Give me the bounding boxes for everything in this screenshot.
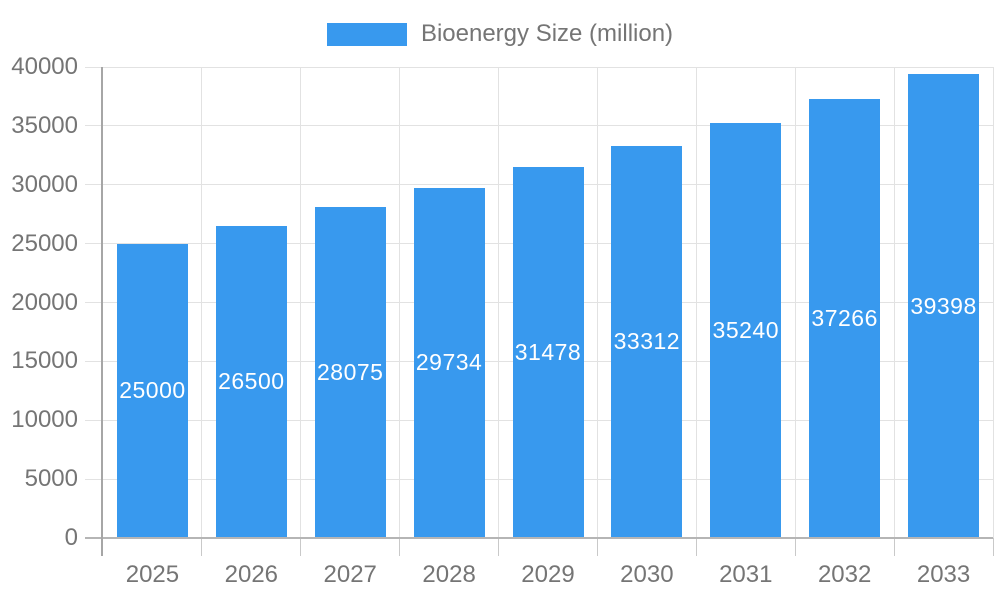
bar[interactable]: 39398 [908,74,980,538]
x-tick [893,538,895,556]
bar[interactable]: 29734 [413,187,485,538]
v-gridline [399,67,401,538]
bar[interactable]: 25000 [116,243,188,538]
x-axis-label: 2030 [620,561,674,588]
bar-value-label: 25000 [119,377,186,404]
legend-swatch [326,22,407,46]
x-tick [596,538,598,556]
x-axis-label: 2033 [916,561,971,588]
x-tick [992,538,994,556]
y-axis-label: 0 [64,524,78,551]
legend-label: Bioenergy Size (million) [420,20,674,47]
bar-value-label: 37266 [811,305,878,332]
x-axis-label: 2027 [323,561,377,588]
v-gridline [596,67,598,538]
x-tick [794,538,796,556]
x-tick [201,538,203,556]
v-gridline [893,67,895,538]
v-gridline [794,67,796,538]
x-axis-label: 2025 [125,561,180,588]
x-axis-label: 2032 [817,561,872,588]
bar-value-label: 29734 [415,349,483,376]
bar-value-label: 39398 [910,292,977,319]
y-axis-label: 20000 [11,288,78,316]
x-axis-line [85,537,993,539]
bar[interactable]: 35240 [710,123,782,538]
bar[interactable]: 37266 [809,99,881,538]
x-tick [695,538,697,556]
y-axis-label: 5000 [24,465,78,493]
y-axis-label: 25000 [11,229,78,257]
x-tick [300,538,302,556]
bar[interactable]: 33312 [611,145,683,538]
y-axis-label: 10000 [11,406,78,434]
y-axis-line [101,67,103,556]
x-tick [399,538,401,556]
h-gridline [85,66,993,68]
bar-value-label: 26500 [218,368,285,395]
v-gridline [498,67,500,538]
v-gridline [300,67,302,538]
h-gridline [85,125,993,127]
legend[interactable]: Bioenergy Size (million) [0,20,1000,48]
bar[interactable]: 28075 [314,207,386,538]
bar[interactable]: 31478 [512,167,584,538]
y-axis-label: 30000 [11,170,78,198]
v-gridline [201,67,203,538]
y-axis-label: 35000 [11,111,78,139]
v-gridline [695,67,697,538]
x-tick [498,538,500,556]
v-gridline [992,67,994,538]
bar[interactable]: 26500 [215,225,287,538]
bar-value-label: 31478 [514,339,582,366]
bar-value-label: 35240 [712,317,779,344]
x-axis-label: 2028 [422,561,476,588]
y-axis-label: 40000 [11,53,78,80]
bar-value-label: 28075 [316,359,384,386]
y-axis-label: 15000 [11,347,78,375]
x-axis-label: 2031 [719,561,773,588]
x-axis-label: 2029 [521,561,575,588]
bar-value-label: 33312 [613,328,681,355]
x-axis-label: 2026 [224,561,279,588]
